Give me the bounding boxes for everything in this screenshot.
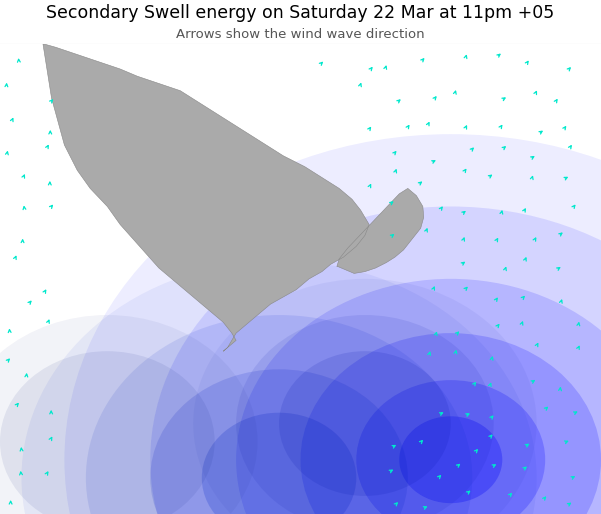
Circle shape <box>64 134 601 514</box>
Circle shape <box>279 351 451 496</box>
Circle shape <box>86 315 472 514</box>
Circle shape <box>399 416 502 503</box>
Circle shape <box>193 279 537 514</box>
Circle shape <box>150 207 601 514</box>
Circle shape <box>202 413 356 514</box>
Circle shape <box>236 279 601 514</box>
Circle shape <box>0 315 258 514</box>
Text: Secondary Swell energy on Saturday 22 Mar at 11pm +05: Secondary Swell energy on Saturday 22 Ma… <box>46 4 555 22</box>
Circle shape <box>150 369 408 514</box>
Circle shape <box>236 315 493 514</box>
Polygon shape <box>337 189 424 273</box>
Circle shape <box>22 261 537 514</box>
Circle shape <box>356 380 545 514</box>
Circle shape <box>300 333 601 514</box>
Circle shape <box>0 351 215 514</box>
Polygon shape <box>43 44 369 351</box>
Text: Arrows show the wind wave direction: Arrows show the wind wave direction <box>176 28 425 41</box>
